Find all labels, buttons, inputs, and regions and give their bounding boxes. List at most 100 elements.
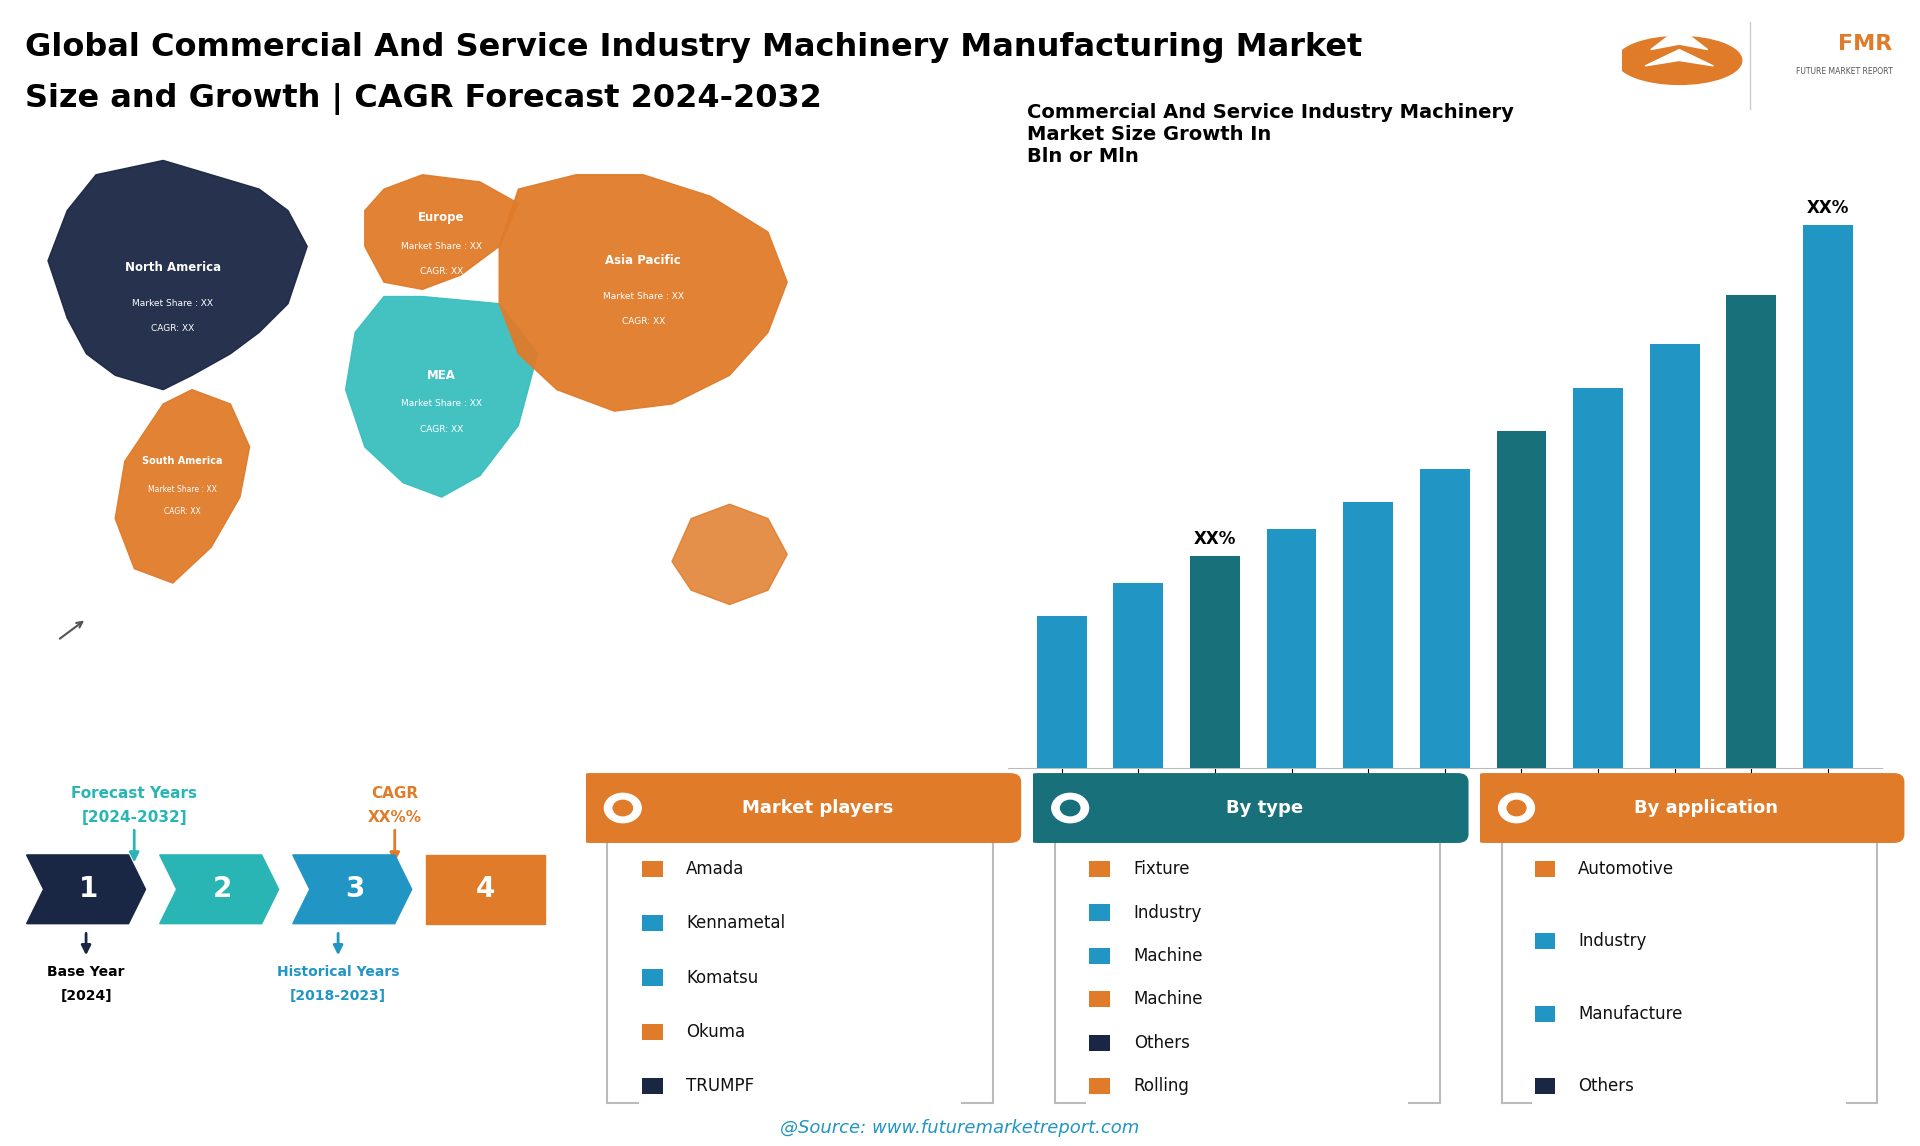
FancyBboxPatch shape [1475, 774, 1905, 843]
Polygon shape [1645, 49, 1713, 65]
Circle shape [1052, 793, 1089, 823]
Text: MEA: MEA [426, 369, 457, 382]
Polygon shape [365, 175, 518, 289]
Text: Machine: Machine [1133, 947, 1204, 965]
FancyBboxPatch shape [580, 774, 1021, 843]
FancyBboxPatch shape [1089, 1078, 1110, 1094]
Text: Historical Years: Historical Years [276, 965, 399, 979]
FancyBboxPatch shape [1536, 1006, 1555, 1022]
Text: Market Share : XX: Market Share : XX [132, 299, 213, 308]
Text: Manufacture: Manufacture [1578, 1005, 1682, 1022]
Polygon shape [499, 175, 787, 411]
Text: [2018-2023]: [2018-2023] [290, 989, 386, 1003]
FancyBboxPatch shape [1089, 861, 1110, 877]
FancyBboxPatch shape [641, 970, 662, 986]
Text: Automotive: Automotive [1578, 861, 1674, 878]
Bar [1267, 528, 1317, 768]
Text: @Source: www.futuremarketreport.com: @Source: www.futuremarketreport.com [780, 1118, 1140, 1137]
Text: CAGR: XX: CAGR: XX [420, 267, 463, 276]
Bar [1803, 225, 1853, 768]
Text: Forecast Years: Forecast Years [71, 786, 198, 801]
Polygon shape [159, 855, 278, 924]
FancyBboxPatch shape [641, 916, 662, 932]
Bar [1421, 469, 1469, 768]
Bar [1037, 615, 1087, 768]
Bar [1114, 583, 1164, 768]
FancyBboxPatch shape [641, 1023, 662, 1039]
Circle shape [612, 800, 632, 816]
Text: Asia Pacific: Asia Pacific [605, 254, 682, 267]
Text: Size and Growth | CAGR Forecast 2024-2032: Size and Growth | CAGR Forecast 2024-203… [25, 83, 822, 115]
Text: XX%: XX% [1807, 198, 1849, 217]
FancyBboxPatch shape [1027, 774, 1469, 843]
Text: 3: 3 [346, 876, 365, 903]
FancyBboxPatch shape [641, 861, 662, 877]
Text: Industry: Industry [1133, 903, 1202, 921]
Text: 4: 4 [476, 876, 495, 903]
Text: XX%: XX% [1194, 529, 1236, 548]
Bar [1190, 556, 1240, 768]
Text: Global Commercial And Service Industry Machinery Manufacturing Market: Global Commercial And Service Industry M… [25, 32, 1361, 63]
Text: CAGR: XX: CAGR: XX [163, 507, 202, 516]
Text: 2: 2 [213, 876, 232, 903]
Circle shape [605, 793, 641, 823]
Polygon shape [346, 297, 538, 497]
Text: Others: Others [1578, 1077, 1634, 1094]
Text: Komatsu: Komatsu [685, 968, 758, 987]
Text: Market Share : XX: Market Share : XX [401, 242, 482, 251]
Text: Market Share : XX: Market Share : XX [603, 292, 684, 301]
Circle shape [1507, 800, 1526, 816]
Text: CAGR: XX: CAGR: XX [622, 317, 664, 327]
Text: By type: By type [1227, 799, 1304, 817]
Polygon shape [426, 855, 545, 924]
Text: CAGR: XX: CAGR: XX [420, 424, 463, 433]
Polygon shape [672, 504, 787, 605]
FancyBboxPatch shape [641, 1078, 662, 1094]
Text: Market players: Market players [741, 799, 893, 817]
Bar [1726, 296, 1776, 768]
Polygon shape [115, 390, 250, 583]
FancyBboxPatch shape [1089, 991, 1110, 1007]
Bar [1496, 431, 1546, 768]
Text: Okuma: Okuma [685, 1022, 745, 1041]
Text: Rolling: Rolling [1133, 1077, 1190, 1094]
FancyBboxPatch shape [1536, 933, 1555, 949]
Circle shape [1617, 37, 1741, 85]
Text: Europe: Europe [419, 211, 465, 225]
FancyBboxPatch shape [1536, 861, 1555, 877]
FancyBboxPatch shape [1089, 1035, 1110, 1051]
Text: North America: North America [125, 261, 221, 274]
Text: Base Year: Base Year [48, 965, 125, 979]
Text: FMR: FMR [1837, 34, 1893, 54]
Text: [2024]: [2024] [60, 989, 111, 1003]
Circle shape [1060, 800, 1079, 816]
Text: TRUMPF: TRUMPF [685, 1077, 755, 1094]
Text: CAGR: XX: CAGR: XX [152, 324, 194, 333]
Text: FUTURE MARKET REPORT: FUTURE MARKET REPORT [1795, 66, 1893, 76]
Text: By application: By application [1634, 799, 1778, 817]
Text: Others: Others [1133, 1034, 1190, 1052]
Text: South America: South America [142, 456, 223, 466]
Text: Machine: Machine [1133, 990, 1204, 1008]
Bar [1649, 344, 1699, 768]
Text: 1: 1 [79, 876, 98, 903]
FancyBboxPatch shape [1089, 948, 1110, 964]
Polygon shape [48, 160, 307, 390]
FancyBboxPatch shape [1536, 1078, 1555, 1094]
Polygon shape [292, 855, 411, 924]
Text: Kennametal: Kennametal [685, 915, 785, 933]
Circle shape [1500, 793, 1534, 823]
Polygon shape [27, 855, 146, 924]
Text: XX%%: XX%% [369, 810, 422, 825]
Text: Fixture: Fixture [1133, 861, 1190, 878]
FancyBboxPatch shape [1089, 904, 1110, 920]
Text: Industry: Industry [1578, 933, 1647, 950]
Polygon shape [1651, 28, 1707, 49]
Text: Market Share : XX: Market Share : XX [401, 400, 482, 408]
Bar [1344, 502, 1394, 768]
Text: Commercial And Service Industry Machinery
Market Size Growth In
Bln or Mln: Commercial And Service Industry Machiner… [1027, 103, 1515, 166]
Text: Amada: Amada [685, 861, 745, 878]
Text: Market Share : XX: Market Share : XX [148, 486, 217, 494]
Bar [1572, 387, 1622, 768]
Text: [2024-2032]: [2024-2032] [81, 810, 186, 825]
